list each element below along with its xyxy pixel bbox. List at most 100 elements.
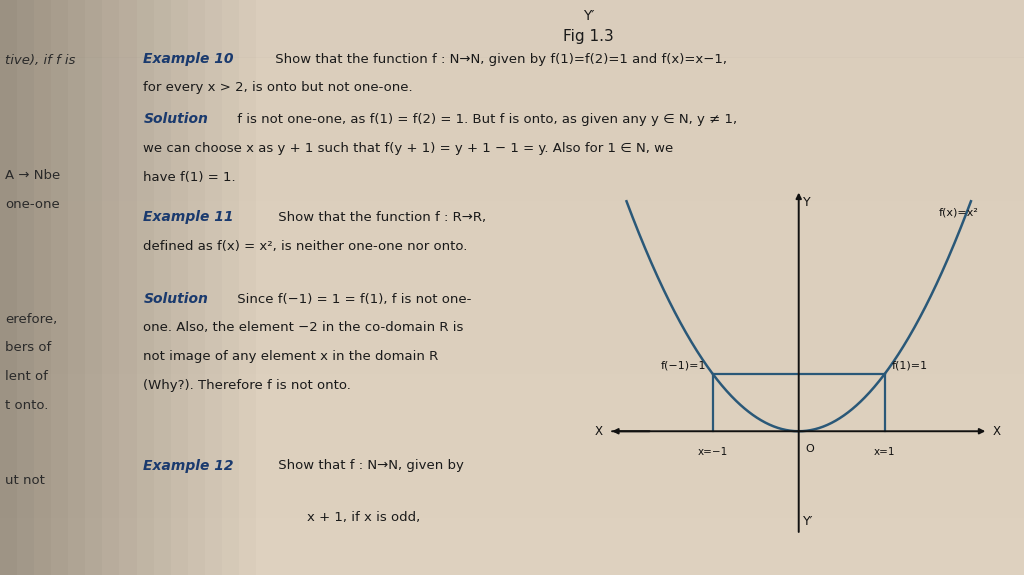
Bar — [120, 0, 138, 575]
Bar — [0, 58, 1024, 86]
Bar — [495, 0, 514, 575]
Text: tive), if f is: tive), if f is — [5, 54, 76, 67]
Bar — [0, 431, 1024, 460]
Text: t onto.: t onto. — [5, 399, 48, 412]
Bar — [273, 0, 292, 575]
Bar — [837, 0, 855, 575]
Bar — [410, 0, 429, 575]
Bar — [290, 0, 309, 575]
Bar — [0, 86, 1024, 115]
Text: (Why?). Therefore f is not onto.: (Why?). Therefore f is not onto. — [143, 379, 351, 392]
Bar — [0, 288, 1024, 316]
Bar — [632, 0, 650, 575]
Bar — [85, 0, 104, 575]
Bar — [699, 0, 719, 575]
Bar — [0, 0, 19, 575]
Bar — [819, 0, 839, 575]
Text: Since f(−1) = 1 = f(1), f is not one-: Since f(−1) = 1 = f(1), f is not one- — [233, 293, 472, 305]
Bar — [0, 460, 1024, 489]
Bar — [581, 0, 599, 575]
Bar — [307, 0, 327, 575]
Text: Y: Y — [803, 196, 811, 209]
Bar — [69, 0, 87, 575]
Bar — [563, 0, 583, 575]
Bar — [102, 0, 122, 575]
Text: have f(1) = 1.: have f(1) = 1. — [143, 171, 236, 183]
Bar — [597, 0, 616, 575]
Bar — [0, 144, 1024, 172]
Bar — [1007, 0, 1024, 575]
Bar — [802, 0, 821, 575]
Text: defined as f(x) = x², is neither one-one nor onto.: defined as f(x) = x², is neither one-one… — [143, 240, 468, 252]
Text: bers of: bers of — [5, 342, 51, 354]
Text: O: O — [806, 444, 814, 454]
Bar — [0, 201, 1024, 230]
Bar — [939, 0, 957, 575]
Bar — [785, 0, 804, 575]
Bar — [376, 0, 394, 575]
Bar — [904, 0, 924, 575]
Text: Fig 1.3: Fig 1.3 — [563, 29, 614, 44]
Bar — [427, 0, 445, 575]
Bar — [546, 0, 565, 575]
Text: ut not: ut not — [5, 474, 45, 486]
Text: lent of: lent of — [5, 370, 48, 383]
Bar — [325, 0, 343, 575]
Bar — [239, 0, 258, 575]
Bar — [0, 172, 1024, 201]
Bar — [256, 0, 275, 575]
Bar — [205, 0, 224, 575]
Text: A → Nbe: A → Nbe — [5, 169, 60, 182]
Bar — [648, 0, 668, 575]
Text: f(x)=x²: f(x)=x² — [938, 208, 978, 218]
Bar — [0, 518, 1024, 546]
Bar — [136, 0, 156, 575]
Text: Example 11: Example 11 — [143, 210, 233, 224]
Text: x=1: x=1 — [874, 447, 896, 457]
Bar — [358, 0, 378, 575]
Text: Solution: Solution — [143, 292, 208, 306]
Text: f(1)=1: f(1)=1 — [892, 361, 928, 371]
Bar — [0, 402, 1024, 431]
Text: not image of any element x in the domain R: not image of any element x in the domain… — [143, 350, 438, 363]
Text: erefore,: erefore, — [5, 313, 57, 325]
Text: Show that the function f : N→N, given by f(1)=f(2)=1 and f(x)=x−1,: Show that the function f : N→N, given by… — [271, 53, 727, 66]
Bar — [187, 0, 207, 575]
Text: for every x > 2, is onto but not one-one.: for every x > 2, is onto but not one-one… — [143, 81, 413, 94]
Text: Show that f : N→N, given by: Show that f : N→N, given by — [274, 459, 464, 472]
Bar — [666, 0, 685, 575]
Bar — [734, 0, 753, 575]
Bar — [51, 0, 71, 575]
Bar — [0, 316, 1024, 345]
Bar — [0, 489, 1024, 518]
Text: X: X — [594, 425, 602, 438]
Text: x + 1, if x is odd,: x + 1, if x is odd, — [307, 511, 421, 524]
Text: one. Also, the element −2 in the co-domain R is: one. Also, the element −2 in the co-doma… — [143, 321, 464, 334]
Text: we can choose x as y + 1 such that f(y + 1) = y + 1 − 1 = y. Also for 1 ∈ N, we: we can choose x as y + 1 such that f(y +… — [143, 142, 674, 155]
Bar — [870, 0, 890, 575]
Bar — [154, 0, 173, 575]
Bar — [222, 0, 241, 575]
Text: Y′: Y′ — [803, 515, 813, 528]
Text: X: X — [992, 425, 1000, 438]
Bar — [751, 0, 770, 575]
Bar — [888, 0, 906, 575]
Bar — [768, 0, 787, 575]
Bar — [34, 0, 53, 575]
Text: Y′: Y′ — [583, 9, 595, 22]
Bar — [17, 0, 36, 575]
Bar — [955, 0, 975, 575]
Text: Show that the function f : R→R,: Show that the function f : R→R, — [274, 211, 486, 224]
Bar — [0, 0, 1024, 29]
Bar — [973, 0, 992, 575]
Bar — [0, 374, 1024, 402]
Text: Example 12: Example 12 — [143, 459, 233, 473]
Bar — [0, 546, 1024, 575]
Text: x=−1: x=−1 — [697, 447, 728, 457]
Bar — [0, 29, 1024, 58]
Text: Solution: Solution — [143, 112, 208, 126]
Bar — [392, 0, 412, 575]
Bar — [461, 0, 480, 575]
Text: Example 10: Example 10 — [143, 52, 233, 66]
Bar — [683, 0, 701, 575]
